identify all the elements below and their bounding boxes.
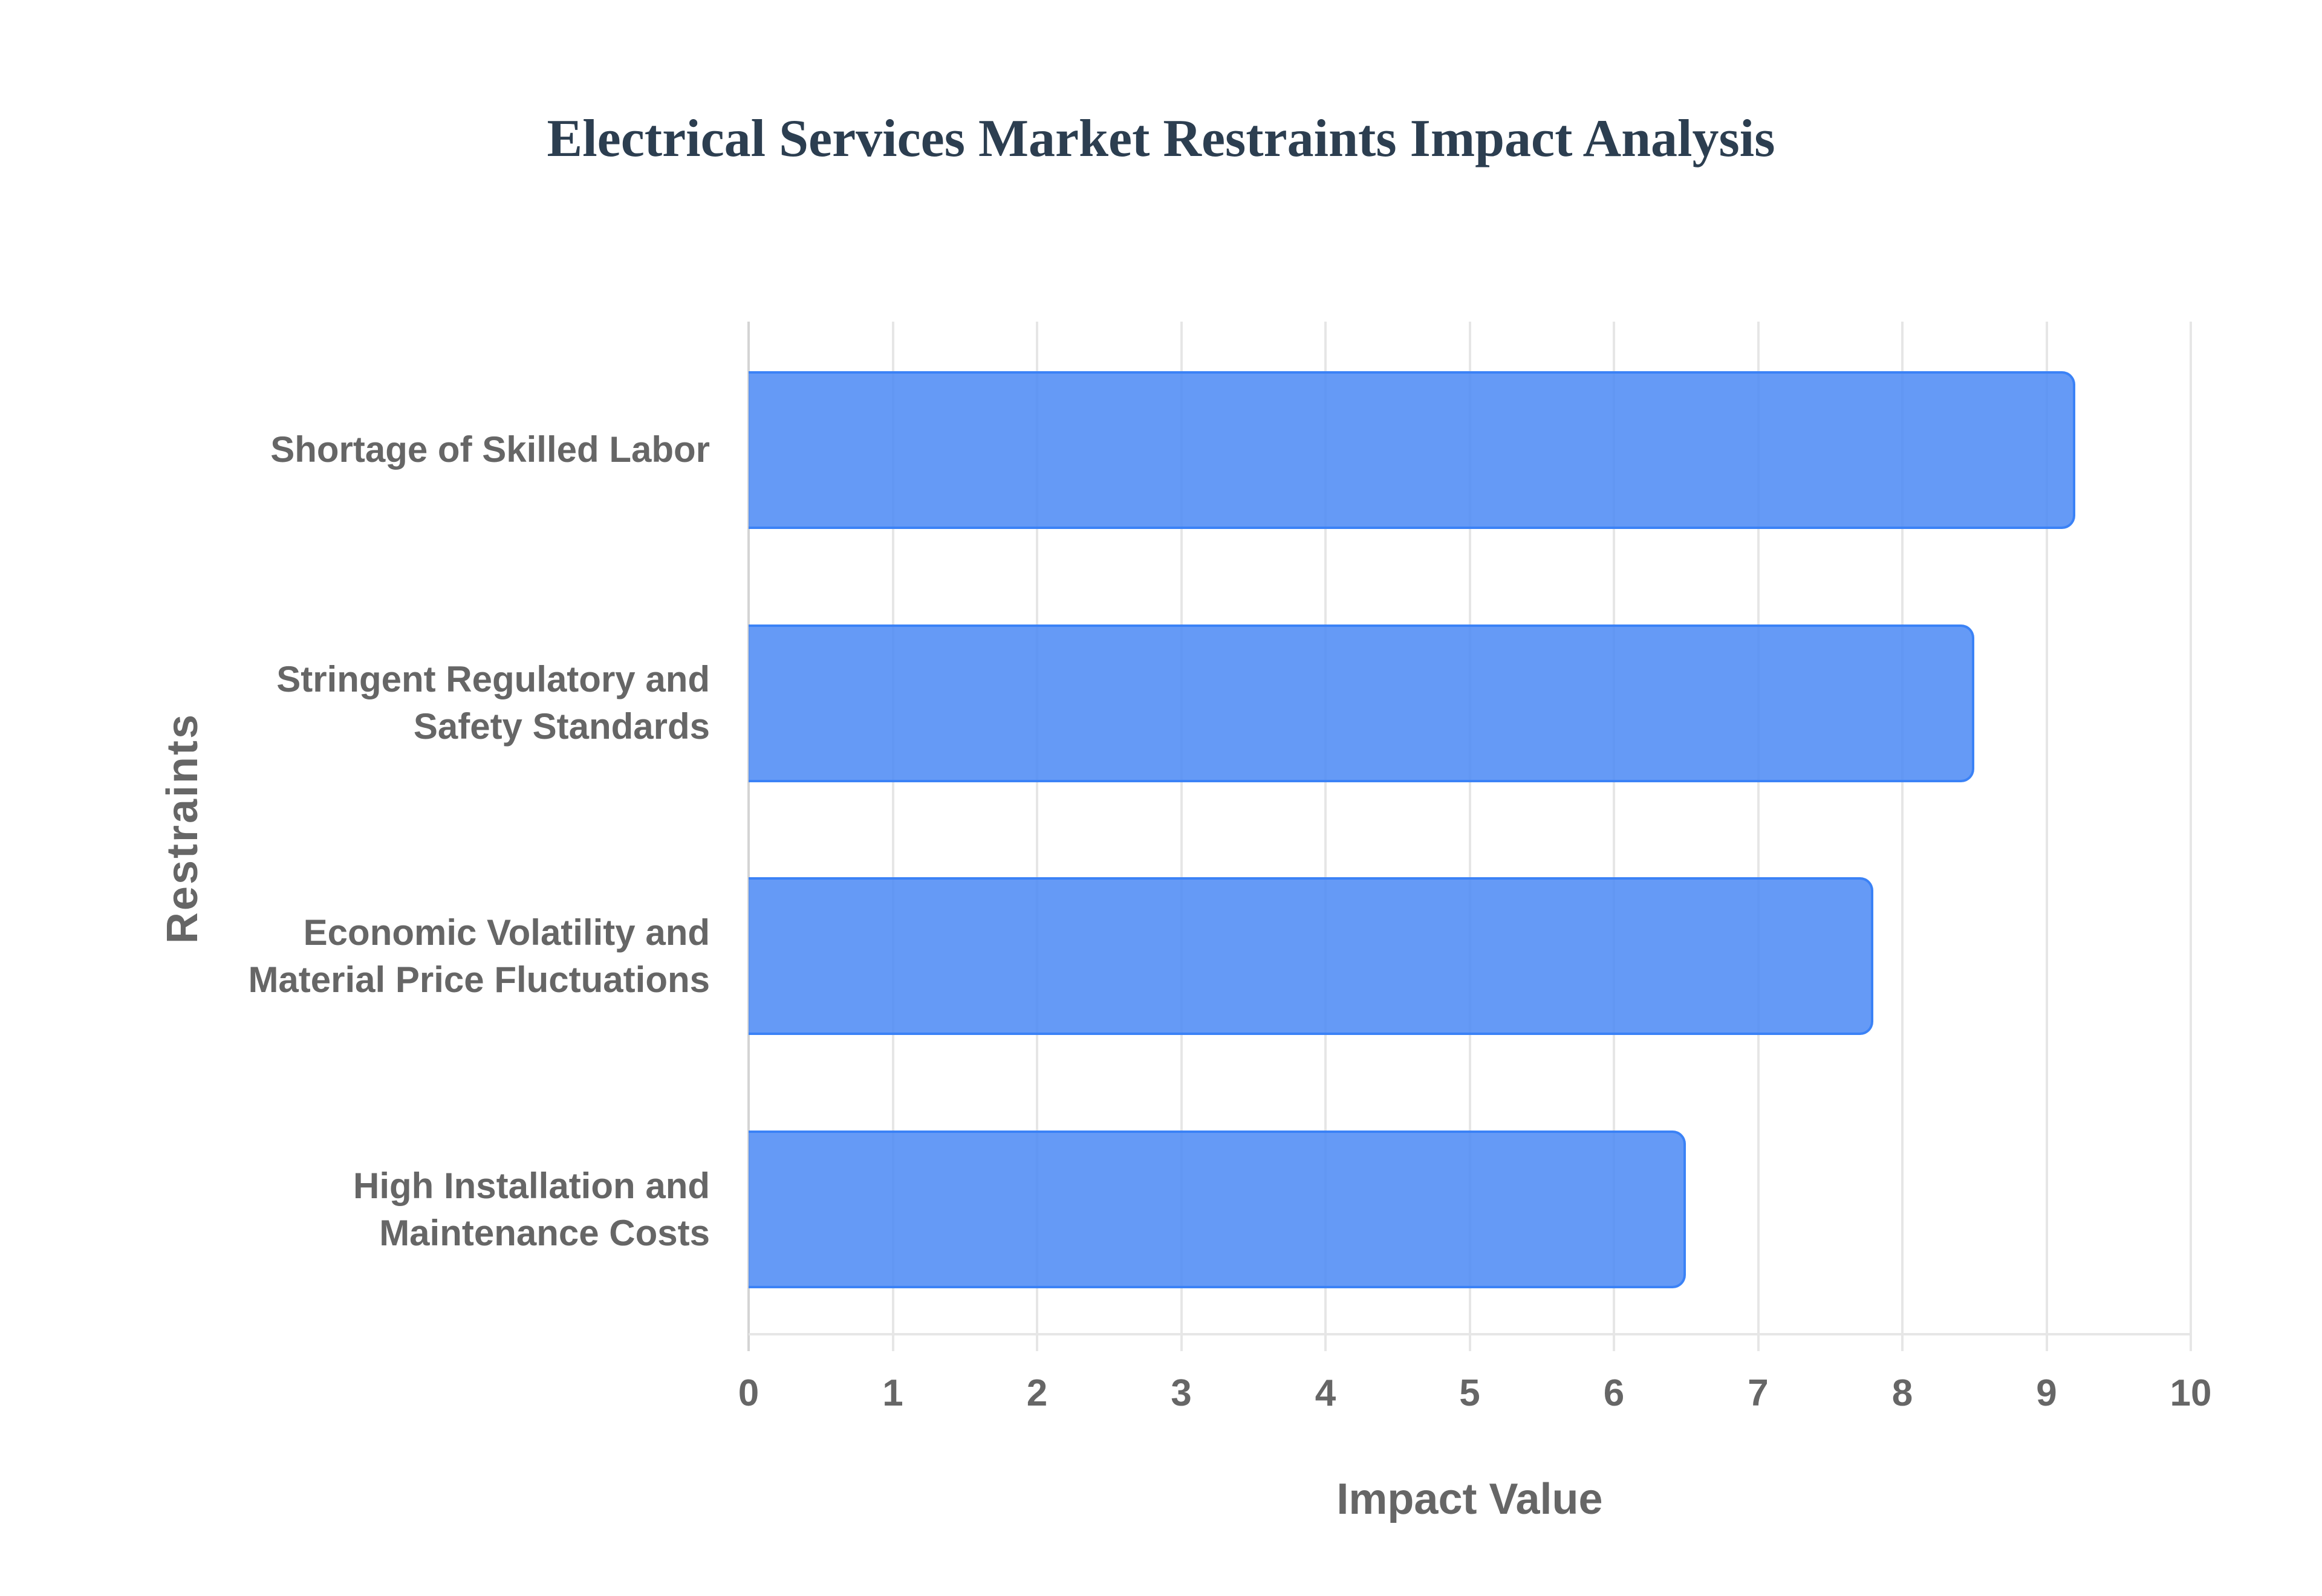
gridline [1324,322,1327,1351]
x-tick-label: 10 [2170,1372,2212,1414]
y-tick-label: Stringent Regulatory and Safety Standard… [276,659,710,747]
x-axis-line [749,1333,2192,1335]
x-tick-label: 9 [2036,1372,2057,1414]
y-tick-label: High Installation and Maintenance Costs [353,1165,710,1253]
chart-title: Electrical Services Market Restraints Im… [547,109,1775,168]
gridline [747,322,750,1351]
gridline [2190,322,2192,1351]
bar[interactable] [749,1130,1686,1289]
gridline [2045,322,2048,1351]
bar[interactable] [749,371,2076,529]
gridline [1180,322,1183,1351]
x-axis-title: Impact Value [1336,1475,1603,1523]
x-tick-label: 0 [738,1372,759,1414]
bar[interactable] [749,624,1975,782]
x-tick-label: 3 [1171,1372,1192,1414]
x-tick-label: 2 [1026,1372,1048,1414]
plot-area [747,322,2192,1351]
y-tick-label: Shortage of Skilled Labor [270,429,710,470]
x-tick-label: 8 [1891,1372,1913,1414]
x-tick-label: 7 [1748,1372,1769,1414]
x-tick-label: 4 [1315,1372,1336,1414]
gridline [1036,322,1038,1351]
x-tick-label: 1 [882,1372,903,1414]
x-tick-label: 5 [1459,1372,1480,1414]
gridline [1901,322,1904,1351]
gridline [891,322,894,1351]
gridline [1757,322,1760,1351]
gridline [1468,322,1471,1351]
x-tick-label: 6 [1603,1372,1625,1414]
y-tick-label: Economic Volatility and Material Price F… [248,912,710,1000]
gridline [1613,322,1615,1351]
bar[interactable] [749,877,1874,1036]
